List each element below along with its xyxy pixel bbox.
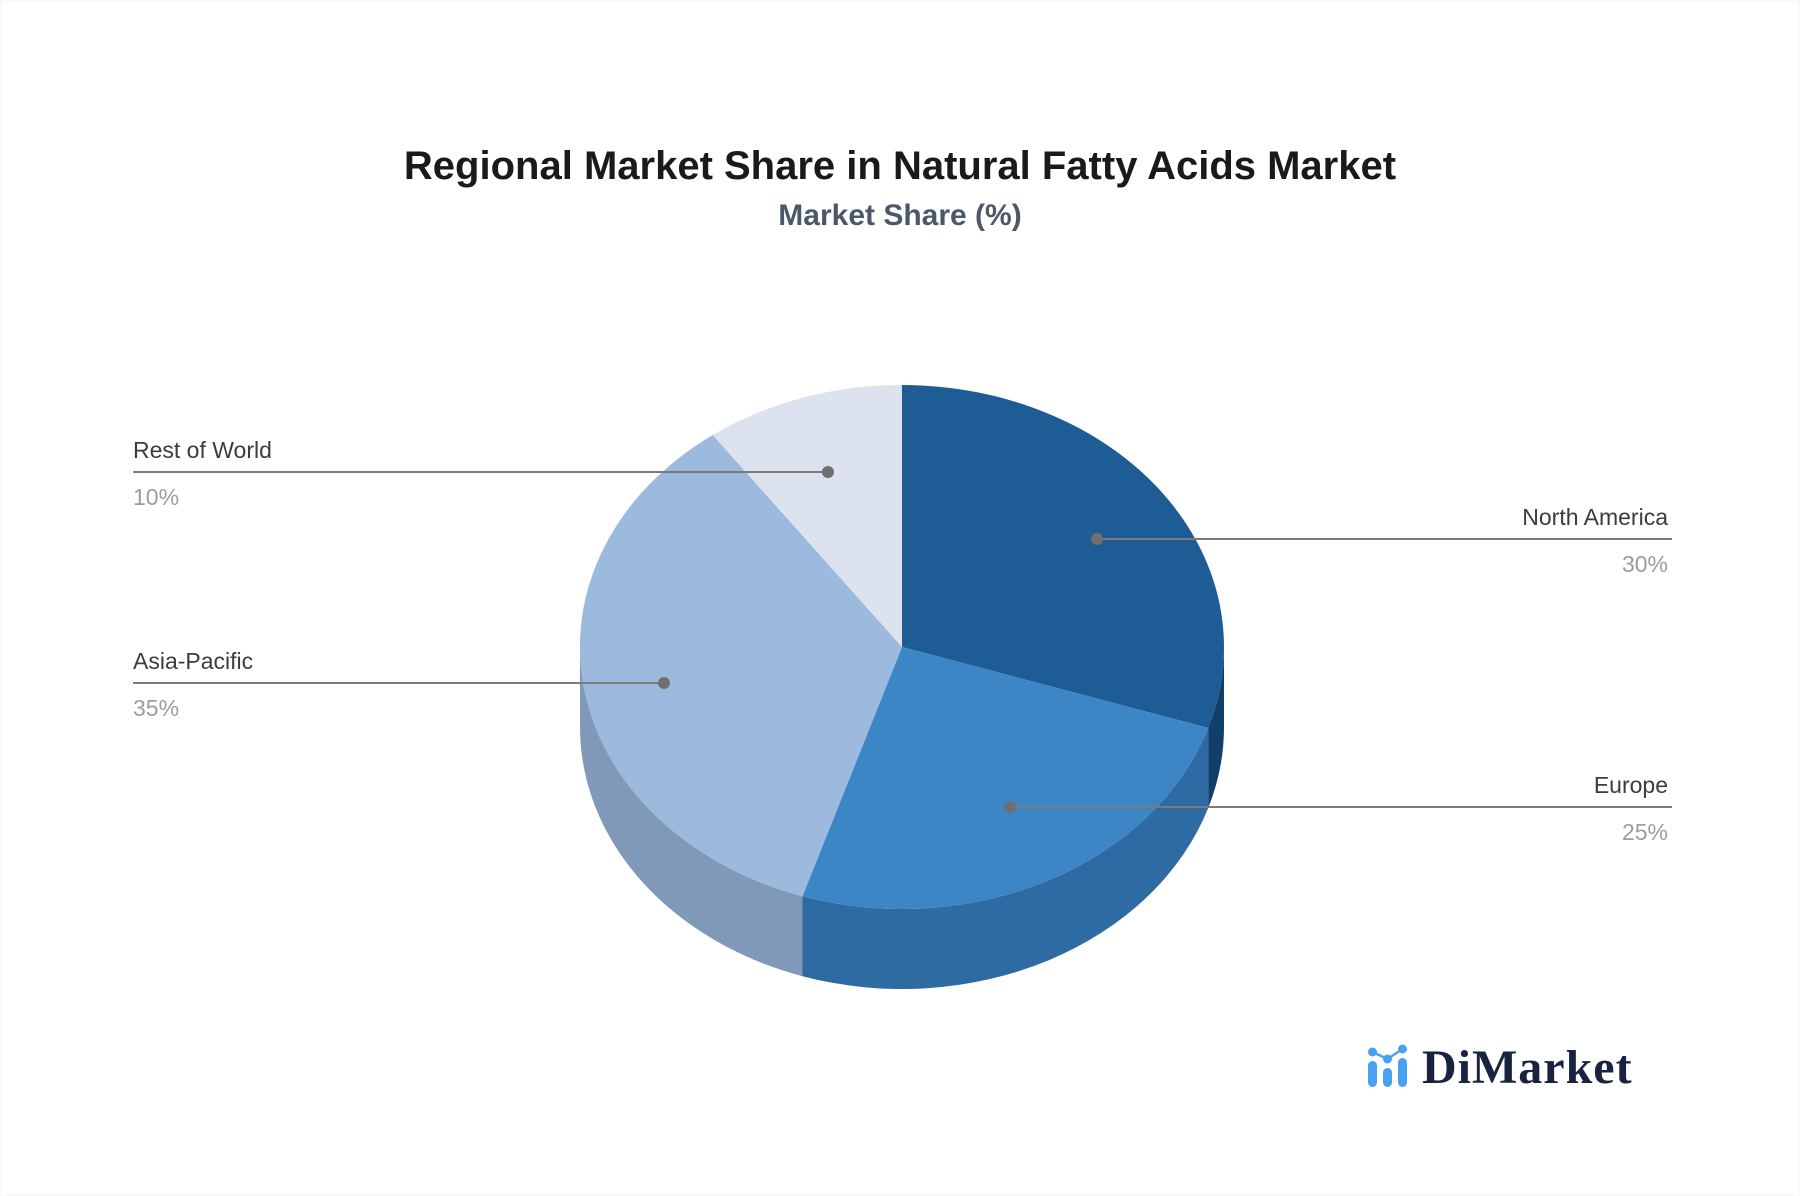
label-asia-pacific: Asia-Pacific 35%: [133, 648, 253, 722]
label-europe: Europe 25%: [1594, 772, 1668, 846]
region-value: 10%: [133, 484, 180, 510]
label-north-america: North America 30%: [1522, 504, 1668, 578]
region-name: North America: [1522, 504, 1668, 530]
pie-slice-rest-of-world[interactable]: [712, 384, 902, 647]
logo-text: DiMarket: [1422, 1041, 1633, 1094]
chart-title: Regional Market Share in Natural Fatty A…: [403, 144, 1397, 188]
bar-line-chart-icon: [1368, 1044, 1407, 1087]
region-name: Europe: [1593, 772, 1668, 798]
leader-dot-asia-pacific: [658, 677, 670, 689]
pie-slice-europe[interactable]: [802, 647, 1209, 910]
logo: DiMarket: [1366, 1042, 1633, 1094]
pie-slice-asia-pacific[interactable]: [579, 435, 902, 897]
pie-slice-north-america[interactable]: [902, 385, 1224, 728]
leader-dot-north-america: [1091, 533, 1103, 545]
pie-rim-europe: [802, 728, 1209, 990]
chart-subtitle: Market Share (%): [778, 199, 1022, 232]
pie-rim-north-america: [1208, 647, 1224, 808]
pie-rim-asia-pacific: [580, 647, 803, 977]
leader-dot-europe: [1004, 801, 1016, 813]
label-rest-of-world: Rest of World 10%: [133, 437, 272, 511]
region-value: 25%: [1621, 819, 1668, 845]
region-value: 30%: [1621, 551, 1668, 577]
region-value: 35%: [133, 695, 180, 721]
region-name: Rest of World: [133, 437, 272, 463]
leader-dot-rest-of-world: [822, 466, 834, 478]
region-name: Asia-Pacific: [133, 648, 254, 674]
